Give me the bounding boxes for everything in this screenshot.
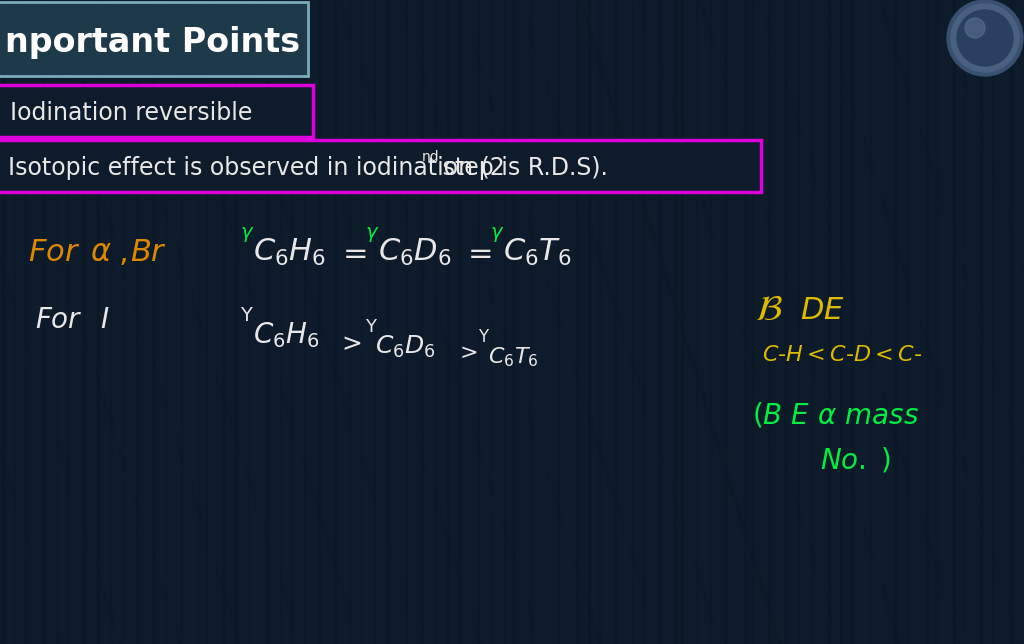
Text: $DE$: $DE$ (800, 296, 845, 325)
Text: $\mathit{For}$: $\mathit{For}$ (35, 306, 83, 334)
Text: $\Upsilon$: $\Upsilon$ (478, 328, 490, 346)
Text: $\Upsilon$: $\Upsilon$ (365, 318, 378, 336)
Text: $\mathit{,}$: $\mathit{,}$ (118, 238, 127, 267)
FancyBboxPatch shape (0, 2, 308, 76)
Text: $\mathit{C_6T_6}$: $\mathit{C_6T_6}$ (503, 236, 571, 267)
FancyBboxPatch shape (0, 85, 313, 137)
Text: $\Upsilon$: $\Upsilon$ (240, 305, 254, 325)
Text: $\mathit{C_6D_6}$: $\mathit{C_6D_6}$ (378, 236, 452, 267)
Text: $\mathit{C_6D_6}$: $\mathit{C_6D_6}$ (375, 334, 435, 360)
Text: $>$: $>$ (337, 331, 362, 355)
Text: $\mathit{I}$: $\mathit{I}$ (100, 306, 110, 334)
Text: $\gamma$: $\gamma$ (365, 225, 379, 243)
Text: nportant Points: nportant Points (5, 26, 300, 59)
Text: step is R.D.S).: step is R.D.S). (435, 156, 608, 180)
Text: $\mathit{\alpha}$: $\mathit{\alpha}$ (90, 238, 112, 267)
Text: $\gamma$: $\gamma$ (490, 225, 505, 243)
Text: $\mathit{C_6T_6}$: $\mathit{C_6T_6}$ (488, 345, 539, 369)
Text: $\gamma$: $\gamma$ (240, 225, 254, 243)
Circle shape (957, 10, 1013, 66)
Text: $\mathit{No.\ )}$: $\mathit{No.\ )}$ (820, 446, 891, 475)
Text: $\mathit{C_6H_6}$: $\mathit{C_6H_6}$ (253, 236, 326, 267)
Text: $=$: $=$ (337, 238, 368, 267)
Text: $\mathit{For}$: $\mathit{For}$ (28, 238, 80, 267)
Text: Isotopic effect is observed in iodination (2: Isotopic effect is observed in iodinatio… (8, 156, 505, 180)
Circle shape (965, 18, 985, 38)
Text: $\mathit{C_6H_6}$: $\mathit{C_6H_6}$ (253, 320, 319, 350)
Text: $=$: $=$ (462, 238, 493, 267)
Circle shape (947, 0, 1023, 76)
FancyBboxPatch shape (0, 140, 761, 192)
Text: Iodination reversible: Iodination reversible (10, 101, 252, 125)
Circle shape (951, 4, 1019, 72)
Text: nd: nd (422, 150, 439, 164)
Text: $>$: $>$ (455, 343, 477, 363)
Text: $\mathcal{B}$: $\mathcal{B}$ (755, 293, 782, 327)
Text: $\mathit{(B\ E\ \alpha\ mass}$: $\mathit{(B\ E\ \alpha\ mass}$ (752, 401, 920, 430)
Text: $C\text{-}H < C\text{-}D < C\text{-}$: $C\text{-}H < C\text{-}D < C\text{-}$ (762, 345, 923, 365)
Text: $\mathit{Br}$: $\mathit{Br}$ (130, 238, 167, 267)
